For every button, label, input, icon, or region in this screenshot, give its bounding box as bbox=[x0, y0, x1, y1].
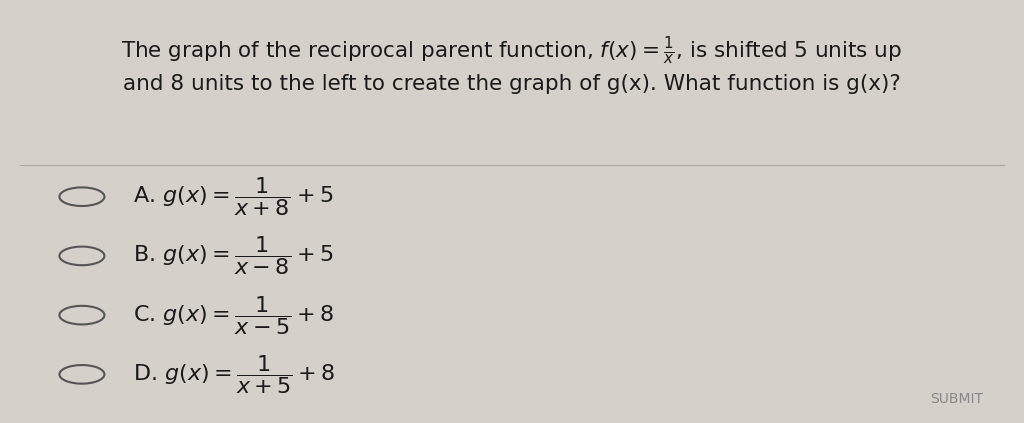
Text: A. $g(x) = \dfrac{1}{x+8} + 5$: A. $g(x) = \dfrac{1}{x+8} + 5$ bbox=[133, 175, 334, 218]
Text: B. $g(x) = \dfrac{1}{x-8} + 5$: B. $g(x) = \dfrac{1}{x-8} + 5$ bbox=[133, 234, 334, 277]
Text: C. $g(x) = \dfrac{1}{x-5} + 8$: C. $g(x) = \dfrac{1}{x-5} + 8$ bbox=[133, 294, 334, 337]
Text: D. $g(x) = \dfrac{1}{x+5} + 8$: D. $g(x) = \dfrac{1}{x+5} + 8$ bbox=[133, 353, 336, 396]
Text: SUBMIT: SUBMIT bbox=[930, 392, 983, 406]
Text: The graph of the reciprocal parent function, $f(x) = \frac{1}{x}$, is shifted 5 : The graph of the reciprocal parent funct… bbox=[122, 34, 902, 94]
